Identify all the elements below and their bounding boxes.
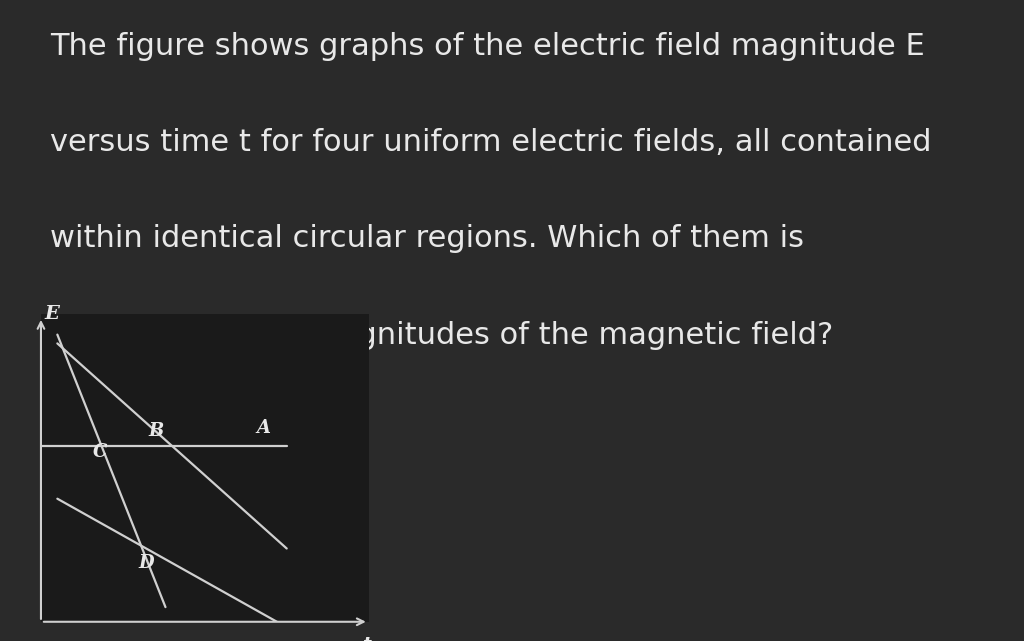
Text: B: B (148, 422, 163, 440)
Text: The figure shows graphs of the electric field magnitude E: The figure shows graphs of the electric … (50, 32, 925, 61)
Text: E: E (44, 305, 59, 323)
Text: within identical circular regions. Which of them is: within identical circular regions. Which… (50, 224, 804, 253)
Text: D: D (138, 554, 154, 572)
Text: C: C (93, 443, 108, 461)
Text: t: t (362, 637, 371, 641)
Text: according to the magnitudes of the magnetic field?: according to the magnitudes of the magne… (50, 320, 834, 349)
Text: versus time t for four uniform electric fields, all contained: versus time t for four uniform electric … (50, 128, 932, 157)
Text: A: A (257, 419, 270, 437)
